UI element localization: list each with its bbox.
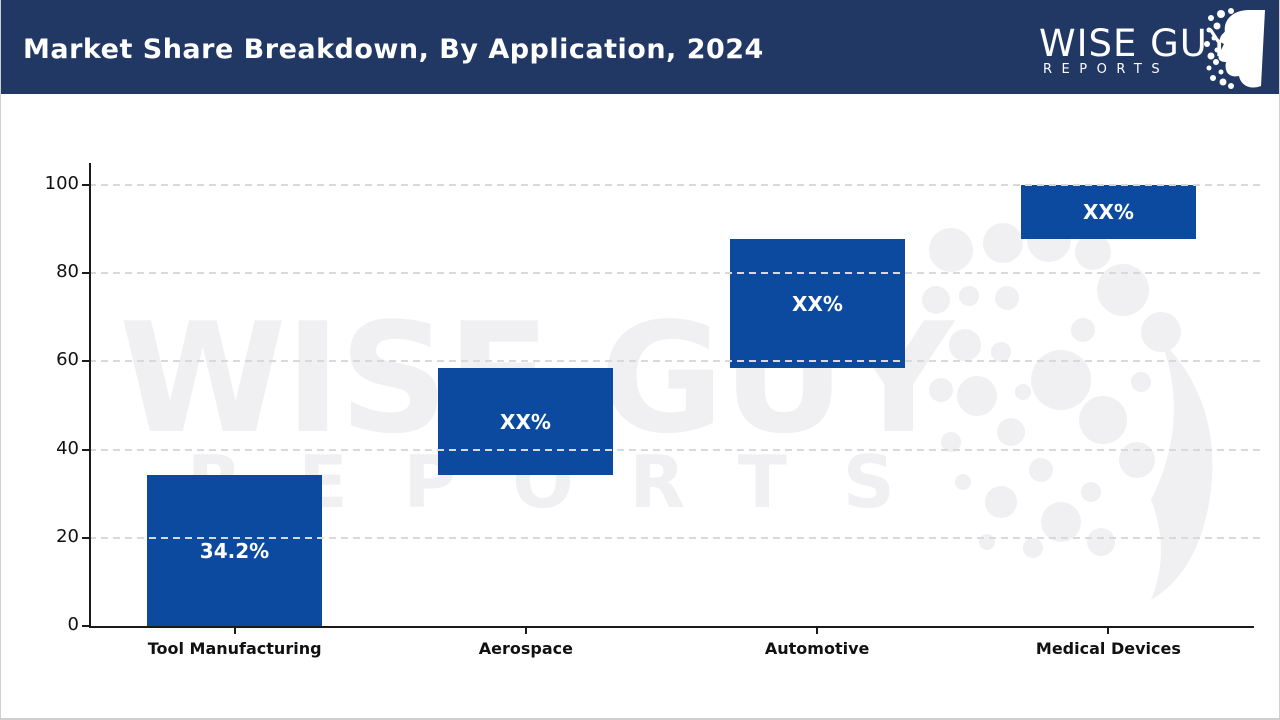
category-label-tool-manufacturing: Tool Manufacturing xyxy=(147,639,322,658)
brand-logo: WISE GUY REPORTS xyxy=(1007,4,1269,92)
bar-value-label-automotive: XX% xyxy=(792,291,843,316)
y-axis-line xyxy=(89,163,91,628)
dotted-head-profile-icon xyxy=(1204,8,1265,89)
category-label-automotive: Automotive xyxy=(764,639,870,658)
brand-subname: REPORTS xyxy=(1043,62,1170,77)
x-axis-tick-automotive xyxy=(816,627,819,634)
brand-name: WISE GUY xyxy=(1039,22,1232,65)
y-axis-tick-60 xyxy=(82,360,89,363)
x-axis-tick-medical-devices xyxy=(1107,627,1110,634)
y-axis-label-80: 80 xyxy=(56,261,79,283)
x-axis-line xyxy=(89,626,1254,628)
y-axis-label-40: 40 xyxy=(56,437,79,459)
header-bar: Market Share Breakdown, By Application, … xyxy=(1,0,1279,94)
category-label-aerospace: Aerospace xyxy=(478,639,573,658)
bar-value-label-tool-manufacturing: 34.2% xyxy=(199,538,270,563)
y-axis-label-100: 100 xyxy=(44,173,79,194)
bar-tool-manufacturing: 34.2% xyxy=(147,475,322,626)
bar-medical-devices: XX% xyxy=(1021,185,1196,239)
chart-title: Market Share Breakdown, By Application, … xyxy=(23,34,764,65)
gridline-60 xyxy=(89,360,1264,363)
y-axis-label-20: 20 xyxy=(56,525,79,547)
category-label-medical-devices: Medical Devices xyxy=(1035,639,1181,658)
gridline-40 xyxy=(89,448,1264,451)
gridline-80 xyxy=(89,272,1264,275)
y-axis-tick-0 xyxy=(82,625,89,627)
bar-value-label-aerospace: XX% xyxy=(500,409,551,434)
gridline-20 xyxy=(89,536,1264,539)
x-axis-tick-aerospace xyxy=(524,627,527,634)
y-axis-tick-80 xyxy=(82,272,89,275)
bar-automotive: XX% xyxy=(730,239,905,368)
y-axis-tick-40 xyxy=(82,448,89,451)
y-axis-label-0: 0 xyxy=(67,614,79,635)
gridline-100 xyxy=(89,184,1264,186)
y-axis-tick-100 xyxy=(82,184,89,186)
bar-value-label-medical-devices: XX% xyxy=(1083,200,1134,224)
y-axis-tick-20 xyxy=(82,536,89,539)
y-axis-label-60: 60 xyxy=(56,349,79,371)
bar-aerospace: XX% xyxy=(438,368,613,475)
x-axis-tick-tool-manufacturing xyxy=(233,627,236,634)
